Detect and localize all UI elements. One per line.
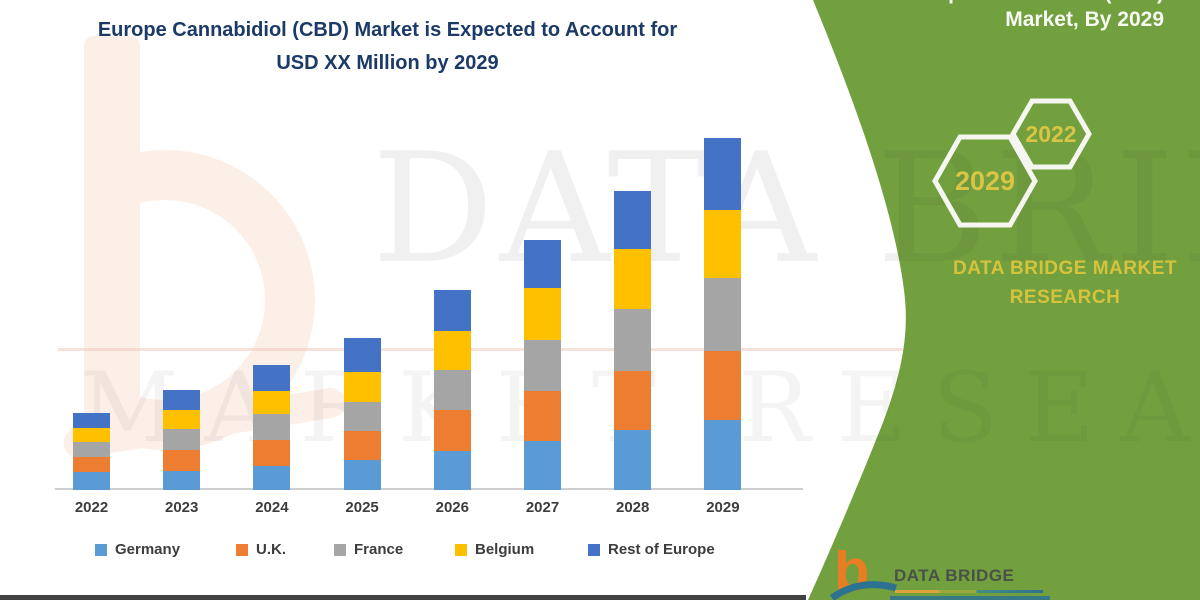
hexagon-badges: 2029 2022	[932, 98, 1092, 228]
x-axis-label-2023: 2023	[165, 499, 199, 516]
bar-segment-rest-of-europe	[614, 191, 652, 249]
legend-swatch-icon	[95, 543, 107, 556]
bar-segment-belgium	[343, 372, 381, 402]
hexagon-2022-label: 2022	[1025, 121, 1076, 147]
bar-segment-u-k-	[524, 391, 561, 441]
x-axis-label-2026: 2026	[435, 499, 469, 516]
bar-2022	[73, 413, 110, 490]
legend-label: Belgium	[475, 541, 535, 558]
bar-2029	[704, 138, 742, 490]
bar-segment-u-k-	[163, 450, 201, 471]
bar-segment-belgium	[433, 331, 471, 370]
x-axis-label-2028: 2028	[616, 499, 650, 516]
brand-name-line1: DATA BRIDGE MARKET	[953, 258, 1177, 279]
legend-item-france: France	[334, 541, 403, 558]
bar-segment-rest-of-europe	[524, 240, 561, 288]
x-axis-label-2024: 2024	[255, 499, 289, 516]
bar-segment-france	[524, 340, 561, 391]
header-right-caption: Europe Cannabidiol (CBD) Market, By 2029	[820, 0, 1180, 60]
hexagon-2029	[932, 134, 1038, 228]
bar-segment-belgium	[524, 288, 561, 340]
bar-segment-germany	[704, 420, 742, 490]
bar-2026	[433, 290, 471, 490]
x-axis-label-2022: 2022	[74, 499, 109, 516]
bar-segment-germany	[614, 430, 652, 490]
bar-segment-france	[163, 429, 201, 450]
footer-logo: b DATA BRIDGE	[830, 550, 1070, 600]
footer-logo-underline	[895, 590, 1043, 593]
brand-name: DATA BRIDGE MARKET RESEARCH	[915, 254, 1200, 312]
legend-label: Germany	[115, 541, 181, 558]
bar-segment-u-k-	[253, 440, 291, 466]
brand-name-line2: RESEARCH	[1009, 287, 1121, 308]
legend-item-u-k-: U.K.	[236, 541, 286, 558]
bar-2028	[614, 191, 652, 490]
bar-segment-rest-of-europe	[163, 390, 201, 410]
chart-title-line1: Europe Cannabidiol (CBD) Market is Expec…	[97, 19, 678, 41]
legend-item-germany: Germany	[95, 541, 180, 558]
bar-segment-germany	[253, 466, 291, 490]
legend-swatch-icon	[334, 543, 346, 556]
legend-swatch-icon	[236, 543, 248, 556]
legend-label: France	[354, 541, 404, 558]
bar-segment-germany	[343, 460, 381, 490]
bar-segment-france	[343, 402, 381, 431]
chart-title: Europe Cannabidiol (CBD) Market is Expec…	[55, 14, 720, 80]
bar-segment-france	[73, 442, 110, 457]
header-right-caption-line: Market, By 2029	[1005, 8, 1164, 31]
bar-segment-rest-of-europe	[343, 338, 381, 372]
bar-2025	[343, 338, 381, 490]
bar-segment-france	[433, 370, 471, 410]
legend-label: Rest of Europe	[608, 541, 715, 558]
legend-label: U.K.	[256, 541, 286, 558]
legend-swatch-icon	[588, 543, 600, 556]
bar-segment-u-k-	[704, 351, 742, 420]
bar-segment-belgium	[163, 410, 201, 429]
bar-segment-belgium	[704, 210, 742, 278]
bar-segment-france	[614, 309, 652, 371]
bar-segment-rest-of-europe	[433, 290, 471, 331]
bar-segment-germany	[163, 471, 201, 490]
bottom-dark-strip	[0, 595, 806, 600]
chart-title-line2: USD XX Million by 2029	[276, 52, 499, 74]
footer-logo-bottom-band	[890, 596, 1050, 600]
footer-logo-text: DATA BRIDGE	[894, 566, 1015, 585]
bar-segment-france	[253, 414, 291, 440]
legend-swatch-icon	[455, 543, 467, 556]
bar-segment-rest-of-europe	[73, 413, 110, 428]
x-axis-label-2025: 2025	[345, 499, 379, 516]
x-axis-label-2027: 2027	[525, 499, 560, 516]
bar-segment-germany	[433, 451, 471, 490]
legend-item-rest-of-europe: Rest of Europe	[588, 541, 715, 558]
bar-segment-rest-of-europe	[704, 138, 742, 210]
bar-segment-rest-of-europe	[253, 365, 291, 391]
bar-segment-u-k-	[433, 410, 471, 451]
footer-logo-swoosh-icon	[830, 581, 897, 600]
x-axis-label-2029: 2029	[706, 499, 740, 516]
header-right-caption-clipped: Europe Cannabidiol (CBD)	[820, 0, 1164, 6]
legend-item-belgium: Belgium	[455, 541, 534, 558]
bar-segment-germany	[73, 472, 110, 490]
green-panel-shape	[808, 0, 1200, 600]
bar-segment-u-k-	[614, 371, 652, 430]
bar-segment-u-k-	[343, 431, 381, 460]
bar-2027	[524, 240, 561, 490]
bar-2023	[163, 390, 201, 490]
bar-segment-france	[704, 278, 742, 351]
bar-segment-belgium	[614, 249, 652, 309]
bar-2024	[253, 365, 291, 490]
bar-segment-u-k-	[73, 457, 110, 472]
hexagon-2029-label: 2029	[955, 166, 1015, 196]
bar-segment-germany	[524, 441, 561, 490]
watermark-horizontal-line	[58, 348, 903, 351]
bar-segment-belgium	[73, 428, 110, 442]
bar-segment-belgium	[253, 391, 291, 414]
hexagon-2022	[1010, 98, 1092, 170]
x-axis-line	[55, 488, 803, 490]
